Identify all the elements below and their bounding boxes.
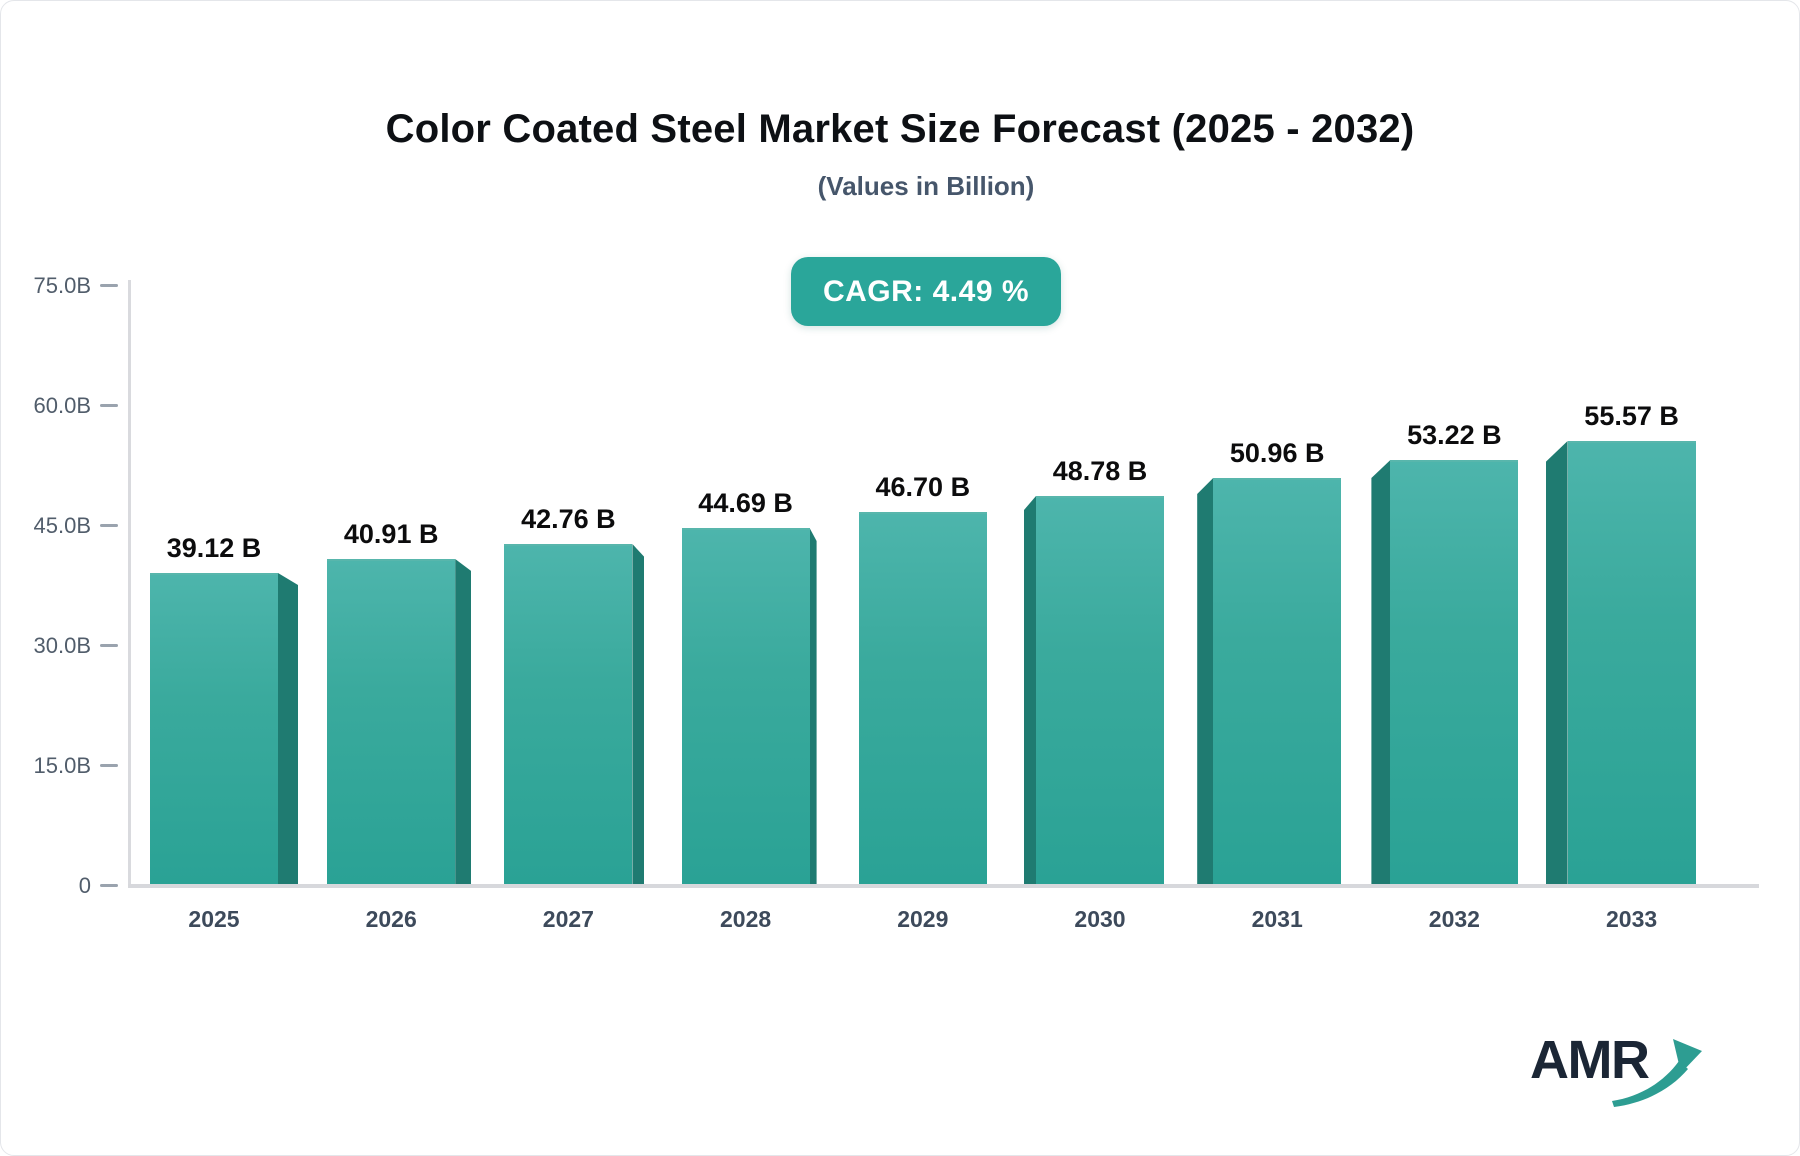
bar-side-face [278,573,298,884]
bar-face [150,573,278,884]
bar-side-face [1371,460,1391,884]
bar-face [1567,441,1696,884]
bar-side-face [1024,496,1036,884]
x-axis-label-2029: 2029 [897,906,949,932]
bar-side-face [632,544,645,884]
x-axis-label-2025: 2025 [188,906,240,932]
x-axis-label-2031: 2031 [1251,906,1303,932]
bar-face [504,544,633,884]
bar-side-face [1197,478,1214,884]
y-axis-tick-label: 0 [78,873,91,898]
y-axis-tick-dash [100,284,118,287]
bar-value-label: 44.69 B [698,488,793,518]
x-axis-label-2033: 2033 [1606,906,1658,932]
y-axis-tick-label: 75.0B [33,273,92,298]
x-axis-label-2030: 2030 [1074,906,1126,932]
bar-value-label: 40.91 B [343,519,439,549]
bar-face [858,512,987,884]
bar-face [327,559,456,884]
cagr-badge: CAGR: 4.49 % [791,257,1061,326]
y-axis-tick-dash [100,404,118,407]
bar-face [1036,496,1164,884]
bar-face [1390,460,1519,884]
bar-side-face [809,528,817,884]
y-axis-tick-label: 15.0B [33,753,92,778]
x-axis-label-2032: 2032 [1428,906,1480,932]
chart-subtitle: (Values in Billion) [817,171,1035,201]
bar-face [681,528,810,884]
y-axis-tick-dash [100,644,118,647]
y-axis-tick-dash [100,524,118,527]
bar-value-label: 48.78 B [1052,456,1148,486]
bar-side-face [1545,441,1568,884]
x-axis-label-2028: 2028 [720,906,772,932]
y-axis-line [128,280,131,887]
bar-value-label: 50.96 B [1229,438,1325,468]
y-axis-tick-label: 30.0B [33,633,92,658]
x-axis-label-2026: 2026 [365,906,417,932]
bar-value-label: 53.22 B [1407,420,1502,450]
x-axis-label-2027: 2027 [542,906,594,932]
growth-arrow-icon [1612,1039,1702,1107]
bar-side-face [455,559,472,884]
y-axis-tick-label: 60.0B [33,393,92,418]
y-axis-tick-label: 45.0B [33,513,92,538]
y-axis-tick-dash [100,764,118,767]
chart-title: Color Coated Steel Market Size Forecast … [385,107,1415,151]
y-axis-tick-dash [100,884,118,887]
brand-logo-text: AMR [1530,1030,1650,1090]
bar-value-label: 39.12 B [166,533,262,563]
bar-value-label: 46.70 B [875,472,971,502]
x-axis-line [128,884,1759,888]
bar-face [1213,478,1342,884]
bar-value-label: 55.57 B [1584,401,1679,431]
bar-value-label: 42.76 B [521,504,616,534]
